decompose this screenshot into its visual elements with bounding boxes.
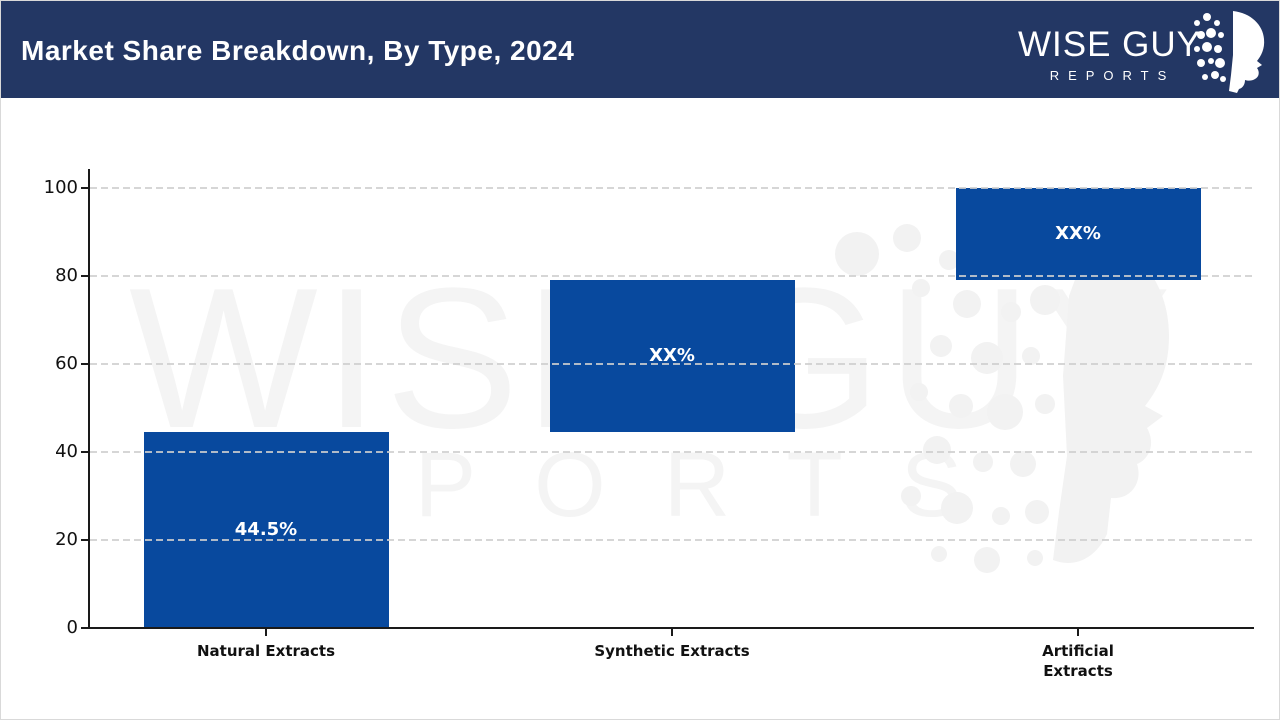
y-axis-tick-label: 100 bbox=[43, 177, 78, 198]
brand-logo-head-icon bbox=[1194, 11, 1265, 93]
page-title: Market Share Breakdown, By Type, 2024 bbox=[21, 35, 575, 66]
brand-logo-text: WISE GUY REPORTS bbox=[1017, 25, 1202, 83]
y-axis-tick-label: 40 bbox=[55, 441, 78, 462]
x-axis-tick bbox=[265, 629, 267, 636]
x-axis-category-label: Natural Extracts bbox=[196, 642, 335, 660]
y-axis-tick-label: 60 bbox=[55, 353, 78, 374]
brand-logo-subtext: REPORTS bbox=[1049, 68, 1176, 83]
y-axis-tick bbox=[81, 451, 88, 453]
x-axis-category-label: Synthetic Extracts bbox=[594, 642, 750, 660]
header-bar: Market Share Breakdown, By Type, 2024 WI… bbox=[1, 1, 1279, 98]
gridline bbox=[90, 187, 1254, 189]
y-axis-tick bbox=[81, 275, 88, 277]
y-axis-tick bbox=[81, 363, 88, 365]
y-axis-line bbox=[88, 169, 90, 629]
brand-logo-wordmark: WISE GUY bbox=[1017, 25, 1202, 64]
bar-value-label: 44.5% bbox=[234, 519, 298, 541]
bar-segment bbox=[549, 280, 795, 433]
x-axis-line bbox=[88, 627, 1254, 629]
y-axis-tick bbox=[81, 187, 88, 189]
y-axis-tick bbox=[81, 539, 88, 541]
gridline bbox=[90, 363, 1254, 365]
bar-segment bbox=[143, 432, 389, 628]
gridline bbox=[90, 539, 1254, 541]
y-axis-tick bbox=[81, 627, 88, 629]
y-axis-tick-label: 80 bbox=[55, 265, 78, 286]
gridline bbox=[90, 451, 1254, 453]
bar-value-label: XX% bbox=[1055, 223, 1101, 245]
x-axis-category-label: Artificial Extracts bbox=[1042, 642, 1114, 680]
y-axis-tick-label: 20 bbox=[55, 529, 78, 550]
bar-value-label: XX% bbox=[649, 345, 695, 367]
bar-segment bbox=[955, 188, 1201, 281]
gridline bbox=[90, 275, 1254, 277]
y-axis-tick-label: 0 bbox=[66, 617, 78, 638]
x-axis-tick bbox=[1077, 629, 1079, 636]
brand-logo: WISE GUY REPORTS bbox=[1017, 7, 1267, 93]
x-axis-tick bbox=[671, 629, 673, 636]
